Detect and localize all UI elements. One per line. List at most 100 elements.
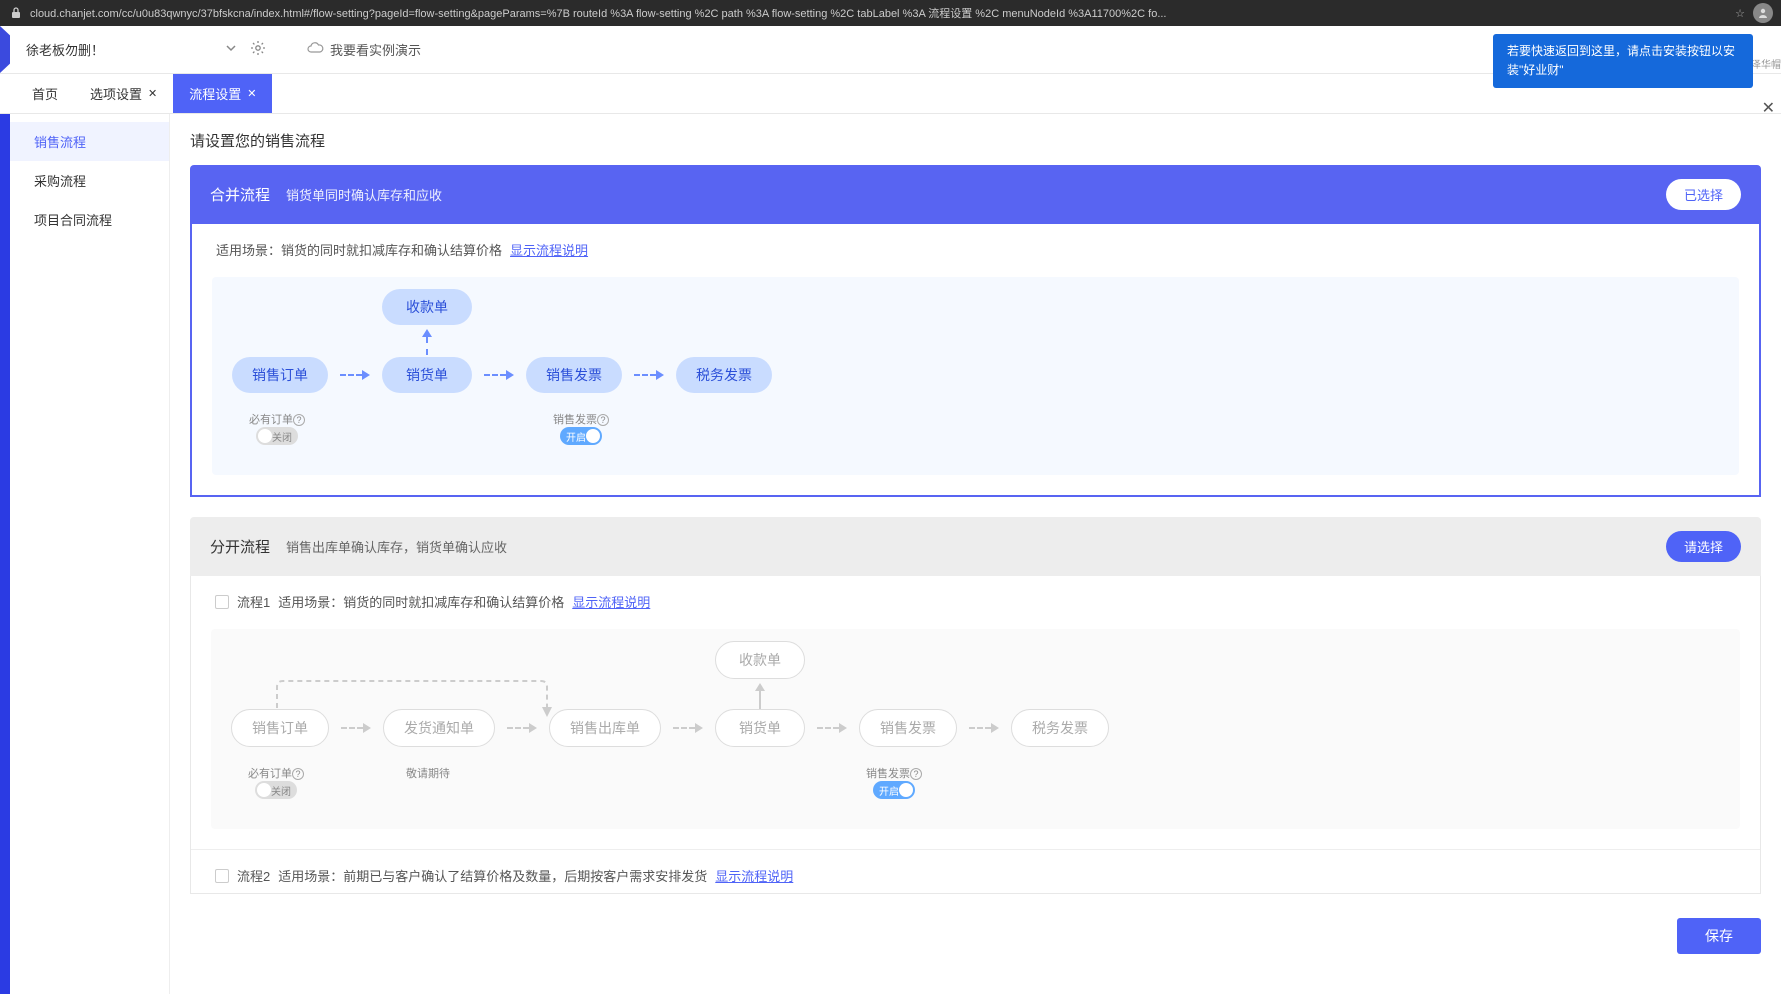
arrow-icon <box>965 723 1003 733</box>
show-flow-link[interactable]: 显示流程说明 <box>510 240 588 259</box>
help-icon[interactable]: ? <box>293 414 305 426</box>
tab-home[interactable]: 首页 <box>16 74 74 113</box>
nav-rail <box>0 114 10 994</box>
meta-label: 必有订单? <box>231 765 321 781</box>
sidebar-item-label: 采购流程 <box>34 174 86 189</box>
meta-row: 必有订单? 关闭 敬请期待 <box>231 757 1720 799</box>
chevron-down-icon[interactable] <box>224 41 238 58</box>
profile-avatar[interactable] <box>1753 3 1773 23</box>
close-icon[interactable]: ✕ <box>1762 98 1775 118</box>
arrow-up-icon <box>422 329 432 355</box>
toggle-label: 开启 <box>879 783 899 798</box>
scenario-text: 前期已与客户确认了结算价格及数量，后期按客户需求安排发货 <box>343 866 707 885</box>
arrow-icon <box>669 723 707 733</box>
brand-stripe <box>0 26 10 73</box>
toggle-label: 关闭 <box>272 429 296 444</box>
show-flow-link[interactable]: 显示流程说明 <box>572 592 650 611</box>
selected-badge[interactable]: 已选择 <box>1666 179 1741 210</box>
arrow-icon <box>813 723 851 733</box>
meta-col: 必有订单? 关闭 <box>232 403 322 445</box>
flow-node: 销售发票 <box>526 357 622 393</box>
arrow-up-icon <box>755 683 765 709</box>
select-button[interactable]: 请选择 <box>1666 531 1741 562</box>
top-bar: 徐老板勿删！ 我要看实例演示 若要快速返回到这里，请点击安装按钮以安装"好业财"… <box>0 26 1781 74</box>
close-icon[interactable]: ✕ <box>247 87 256 100</box>
demo-text: 我要看实例演示 <box>330 40 421 59</box>
demo-link[interactable]: 我要看实例演示 <box>306 40 421 59</box>
toggle-label: 关闭 <box>271 783 295 798</box>
flow-subtitle: 销货单同时确认库存和应收 <box>286 185 1666 204</box>
invoice-toggle[interactable]: 开启 <box>873 781 915 799</box>
page-title: 请设置您的销售流程 <box>190 130 1761 151</box>
flow-node: 销货单 <box>715 709 805 747</box>
scenario-text: 销货的同时就扣减库存和确认结算价格 <box>343 592 564 611</box>
scenario-row-flow2: 流程2 适用场景： 前期已与客户确认了结算价格及数量，后期按客户需求安排发货 显… <box>191 850 1760 893</box>
flow-body-separate: 流程1 适用场景： 销货的同时就扣减库存和确认结算价格 显示流程说明 销售订单 … <box>190 576 1761 894</box>
flow-header-merged: 合并流程 销货单同时确认库存和应收 已选择 <box>190 165 1761 224</box>
flow-node: 税务发票 <box>676 357 772 393</box>
star-icon[interactable]: ☆ <box>1735 7 1745 20</box>
sidebar-item-sales[interactable]: 销售流程 <box>10 122 169 161</box>
tab-flow-settings[interactable]: 流程设置 ✕ <box>173 74 272 113</box>
flow-title: 合并流程 <box>210 184 270 205</box>
order-required-toggle[interactable]: 关闭 <box>256 427 298 445</box>
scenario-row: 适用场景： 销货的同时就扣减库存和确认结算价格 显示流程说明 <box>192 224 1759 267</box>
flow-node: 收款单 <box>382 289 472 325</box>
gear-icon[interactable] <box>250 40 266 59</box>
meta-row: 必有订单? 关闭 销售发票? <box>232 403 1719 445</box>
install-notice: 若要快速返回到这里，请点击安装按钮以安装"好业财" <box>1493 34 1753 88</box>
tab-options[interactable]: 选项设置 ✕ <box>74 74 173 113</box>
scenario-text: 销货的同时就扣减库存和确认结算价格 <box>281 240 502 259</box>
sidebar: 销售流程 采购流程 项目合同流程 <box>10 114 170 994</box>
sidebar-item-purchase[interactable]: 采购流程 <box>10 161 169 200</box>
meta-col: 必有订单? 关闭 <box>231 757 321 799</box>
meta-col: 销售发票? 开启 <box>536 403 626 445</box>
arrow-icon <box>336 370 374 380</box>
node-row: 销售订单 收款单 销货单 <box>232 357 1719 393</box>
flow-subtitle: 销售出库单确认库存，销货单确认应收 <box>286 537 1666 556</box>
footer-bar: 保存 <box>1677 908 1761 964</box>
flow-diagram-flow1: 销售订单 发货通知单 销售出库单 收款单 <box>211 629 1740 829</box>
flow-section-merged: 合并流程 销货单同时确认库存和应收 已选择 适用场景： 销货的同时就扣减库存和确… <box>190 165 1761 497</box>
flow2-label: 流程2 <box>237 866 270 885</box>
flow-node: 税务发票 <box>1011 709 1109 747</box>
flow-node: 销售订单 <box>231 709 329 747</box>
meta-col: 敬请期待 <box>383 757 473 799</box>
sidebar-item-label: 销售流程 <box>34 135 86 150</box>
flow1-checkbox[interactable] <box>215 595 229 609</box>
close-icon[interactable]: ✕ <box>148 87 157 100</box>
meta-label: 销售发票? <box>849 765 939 781</box>
flow1-label: 流程1 <box>237 592 270 611</box>
flow-diagram-merged: 销售订单 收款单 销货单 <box>212 277 1739 475</box>
node-row: 销售订单 发货通知单 销售出库单 收款单 <box>231 709 1720 747</box>
sidebar-item-contract[interactable]: 项目合同流程 <box>10 200 169 239</box>
scenario-prefix: 适用场景： <box>278 592 343 611</box>
flow-section-separate: 分开流程 销售出库单确认库存，销货单确认应收 请选择 流程1 适用场景： 销货的… <box>190 517 1761 894</box>
arrow-icon <box>630 370 668 380</box>
save-button[interactable]: 保存 <box>1677 918 1761 954</box>
help-icon[interactable]: ? <box>292 768 304 780</box>
help-icon[interactable]: ? <box>910 768 922 780</box>
flow-node: 销售发票 <box>859 709 957 747</box>
content: 请设置您的销售流程 合并流程 销货单同时确认库存和应收 已选择 适用场景： 销货… <box>170 114 1781 994</box>
show-flow-link[interactable]: 显示流程说明 <box>715 866 793 885</box>
invoice-toggle[interactable]: 开启 <box>560 427 602 445</box>
notice-text: 若要快速返回到这里，请点击安装按钮以安装"好业财" <box>1507 44 1735 77</box>
scenario-row-flow1: 流程1 适用场景： 销货的同时就扣减库存和确认结算价格 显示流程说明 <box>191 576 1760 619</box>
arrow-icon <box>503 723 541 733</box>
order-required-toggle[interactable]: 关闭 <box>255 781 297 799</box>
ext-label: 泽华帽 <box>1751 56 1781 71</box>
main-layout: 销售流程 采购流程 项目合同流程 请设置您的销售流程 合并流程 销货单同时确认库… <box>0 114 1781 994</box>
lock-icon <box>8 5 24 21</box>
flow-header-separate: 分开流程 销售出库单确认库存，销货单确认应收 请选择 <box>190 517 1761 576</box>
arrow-icon <box>337 723 375 733</box>
top-node-group: 收款单 <box>382 289 472 359</box>
browser-url-bar: cloud.chanjet.com/cc/u0u83qwnyc/37bfskcn… <box>0 0 1781 26</box>
flow-node: 销售出库单 <box>549 709 661 747</box>
flow2-checkbox[interactable] <box>215 869 229 883</box>
meta-col: 销售发票? 开启 <box>849 757 939 799</box>
flow-title: 分开流程 <box>210 536 270 557</box>
tab-label: 选项设置 <box>90 84 142 103</box>
help-icon[interactable]: ? <box>597 414 609 426</box>
org-name[interactable]: 徐老板勿删！ <box>26 40 104 59</box>
